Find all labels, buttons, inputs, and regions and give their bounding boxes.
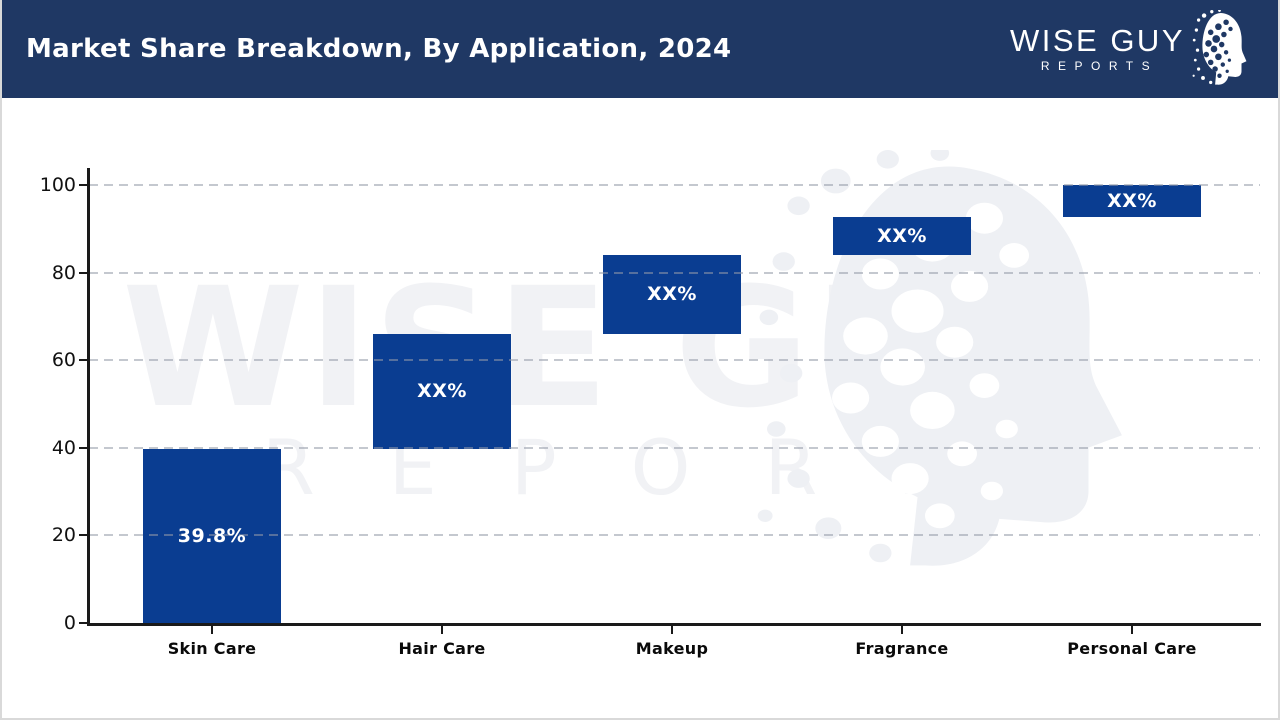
bar-value-label-personal-care: XX% bbox=[1107, 189, 1157, 212]
y-tick-20 bbox=[79, 534, 88, 537]
bar-value-label-fragrance: XX% bbox=[877, 225, 927, 248]
x-axis-label-fragrance: Fragrance bbox=[855, 639, 949, 658]
logo-text: WISE GUY REPORTS bbox=[1010, 25, 1185, 73]
bar-value-label-makeup: XX% bbox=[647, 283, 697, 306]
bar-personal-care bbox=[1063, 185, 1201, 217]
y-tick-label-0: 0 bbox=[63, 612, 76, 634]
x-axis-label-skin-care: Skin Care bbox=[167, 639, 257, 658]
y-tick-label-40: 40 bbox=[51, 436, 76, 459]
y-axis-line bbox=[87, 168, 90, 626]
x-axis-line bbox=[87, 623, 1261, 626]
bar-makeup bbox=[603, 255, 741, 334]
watermark-head-icon bbox=[757, 150, 1122, 566]
gridline-100 bbox=[89, 184, 1260, 186]
y-tick-40 bbox=[79, 446, 88, 449]
bar-value-label-skin-care: 39.8% bbox=[177, 524, 247, 547]
y-tick-100 bbox=[79, 184, 88, 186]
gridline-60 bbox=[89, 359, 1260, 362]
y-tick-label-80: 80 bbox=[51, 261, 76, 284]
x-tick-makeup bbox=[671, 626, 673, 634]
chart-title: Market Share Breakdown, By Application, … bbox=[26, 34, 732, 64]
x-axis-label-personal-care: Personal Care bbox=[1067, 639, 1197, 658]
header-bar: Market Share Breakdown, By Application, … bbox=[2, 0, 1278, 98]
x-axis-label-makeup: Makeup bbox=[635, 639, 709, 658]
x-tick-fragrance bbox=[901, 626, 903, 634]
gridline-80 bbox=[89, 271, 1260, 274]
bar-hair-care bbox=[373, 333, 511, 449]
x-axis-label-hair-care: Hair Care bbox=[398, 639, 486, 658]
y-tick-label-100: 100 bbox=[39, 174, 76, 196]
wise-guy-logo: WISE GUY REPORTS bbox=[1010, 10, 1258, 88]
bar-value-label-hair-care: XX% bbox=[417, 380, 467, 403]
y-tick-80 bbox=[79, 271, 88, 274]
logo-head-icon bbox=[1192, 10, 1247, 85]
y-tick-0 bbox=[79, 622, 88, 624]
x-tick-skin-care bbox=[211, 626, 213, 634]
y-tick-60 bbox=[79, 359, 88, 362]
y-tick-label-20: 20 bbox=[51, 524, 76, 547]
gridline-20 bbox=[89, 534, 1260, 537]
logo-subtitle: REPORTS bbox=[1040, 59, 1159, 73]
x-tick-personal-care bbox=[1131, 626, 1133, 634]
gridline-40 bbox=[89, 446, 1260, 449]
logo-wordmark: WISE GUY bbox=[1009, 23, 1185, 58]
x-tick-hair-care bbox=[441, 626, 443, 634]
y-tick-label-60: 60 bbox=[51, 349, 76, 372]
bar-fragrance bbox=[833, 216, 971, 256]
